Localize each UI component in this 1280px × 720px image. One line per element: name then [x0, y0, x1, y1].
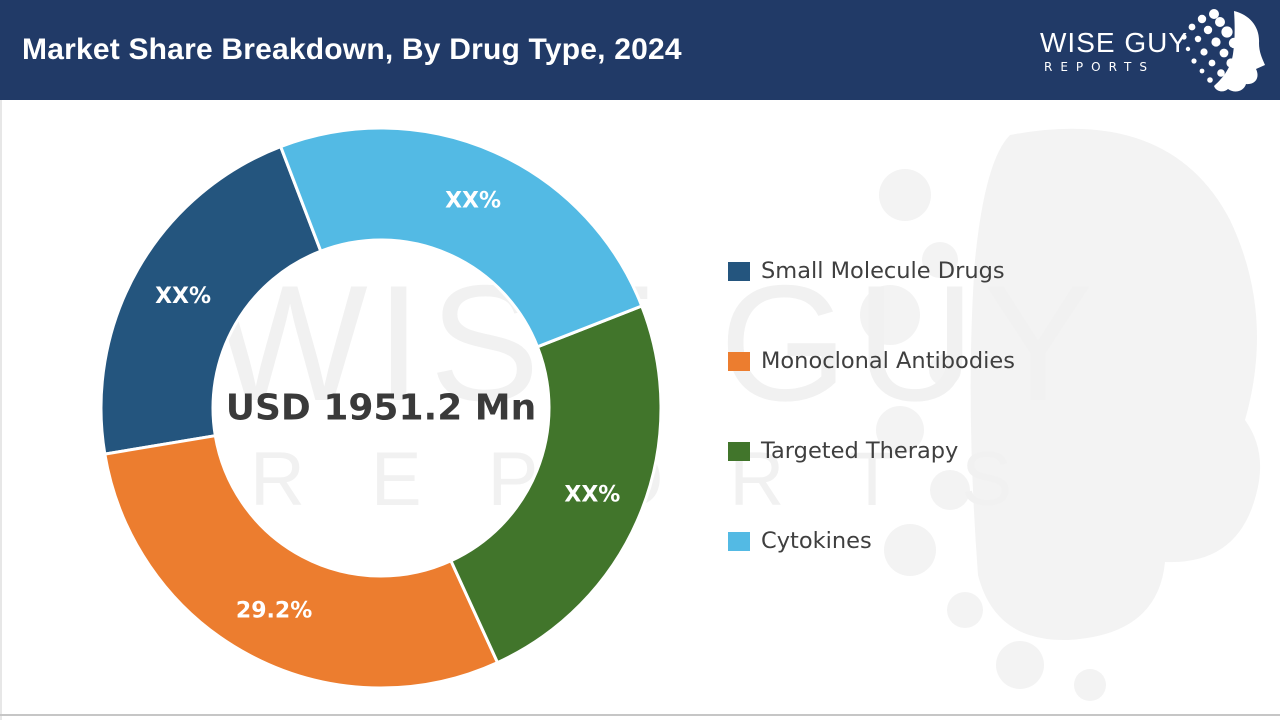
pie-slice-0	[99, 145, 323, 456]
legend-item-targeted-therapy: Targeted Therapy	[728, 436, 1015, 466]
legend-swatch	[728, 261, 750, 281]
slice-percent-label-2: XX%	[564, 482, 620, 507]
legend-label: Cytokines	[761, 528, 872, 554]
brand-subtitle: REPORTS	[1043, 59, 1155, 74]
legend-item-small-molecule-drugs: Small Molecule Drugs	[728, 256, 1015, 286]
watermark-face	[860, 128, 1261, 701]
pie-slice-1	[103, 434, 500, 690]
bottom-edge-line	[0, 714, 1280, 716]
legend-swatch	[728, 351, 750, 371]
legend-label: Monoclonal Antibodies	[761, 348, 1015, 374]
chart-area: WISE GUY REPORTS XX% 29.2% XX% XX% USD 1951…	[0, 100, 1280, 720]
legend-item-monoclonal-antibodies: Monoclonal Antibodies	[728, 346, 1015, 376]
brand-logo: WISE GUY REPORTS	[1040, 7, 1266, 93]
brand-face-icon	[1181, 9, 1265, 92]
chart-legend: Small Molecule Drugs Monoclonal Antibodi…	[728, 256, 1015, 556]
brand-logo-text: WISE GUY REPORTS	[1040, 27, 1188, 74]
slice-percent-label-1: 29.2%	[236, 598, 312, 623]
pie-slice-2	[449, 304, 663, 665]
slice-percent-label-0: XX%	[155, 284, 211, 309]
slice-percent-label-3: XX%	[445, 188, 501, 213]
legend-label: Targeted Therapy	[761, 438, 959, 464]
legend-item-cytokines: Cytokines	[728, 526, 1015, 556]
brand-name: WISE GUY	[1039, 26, 1188, 58]
page-title: Market Share Breakdown, By Drug Type, 20…	[22, 33, 682, 66]
donut-chart: XX% 29.2% XX% XX%	[99, 126, 663, 690]
legend-label: Small Molecule Drugs	[761, 258, 1005, 284]
legend-swatch	[728, 531, 750, 551]
header-bar: Market Share Breakdown, By Drug Type, 20…	[0, 0, 1280, 100]
pie-slice-3	[279, 126, 644, 349]
legend-swatch	[728, 441, 750, 461]
donut-center-value: USD 1951.2 Mn	[225, 387, 537, 429]
left-edge-line	[0, 100, 2, 720]
